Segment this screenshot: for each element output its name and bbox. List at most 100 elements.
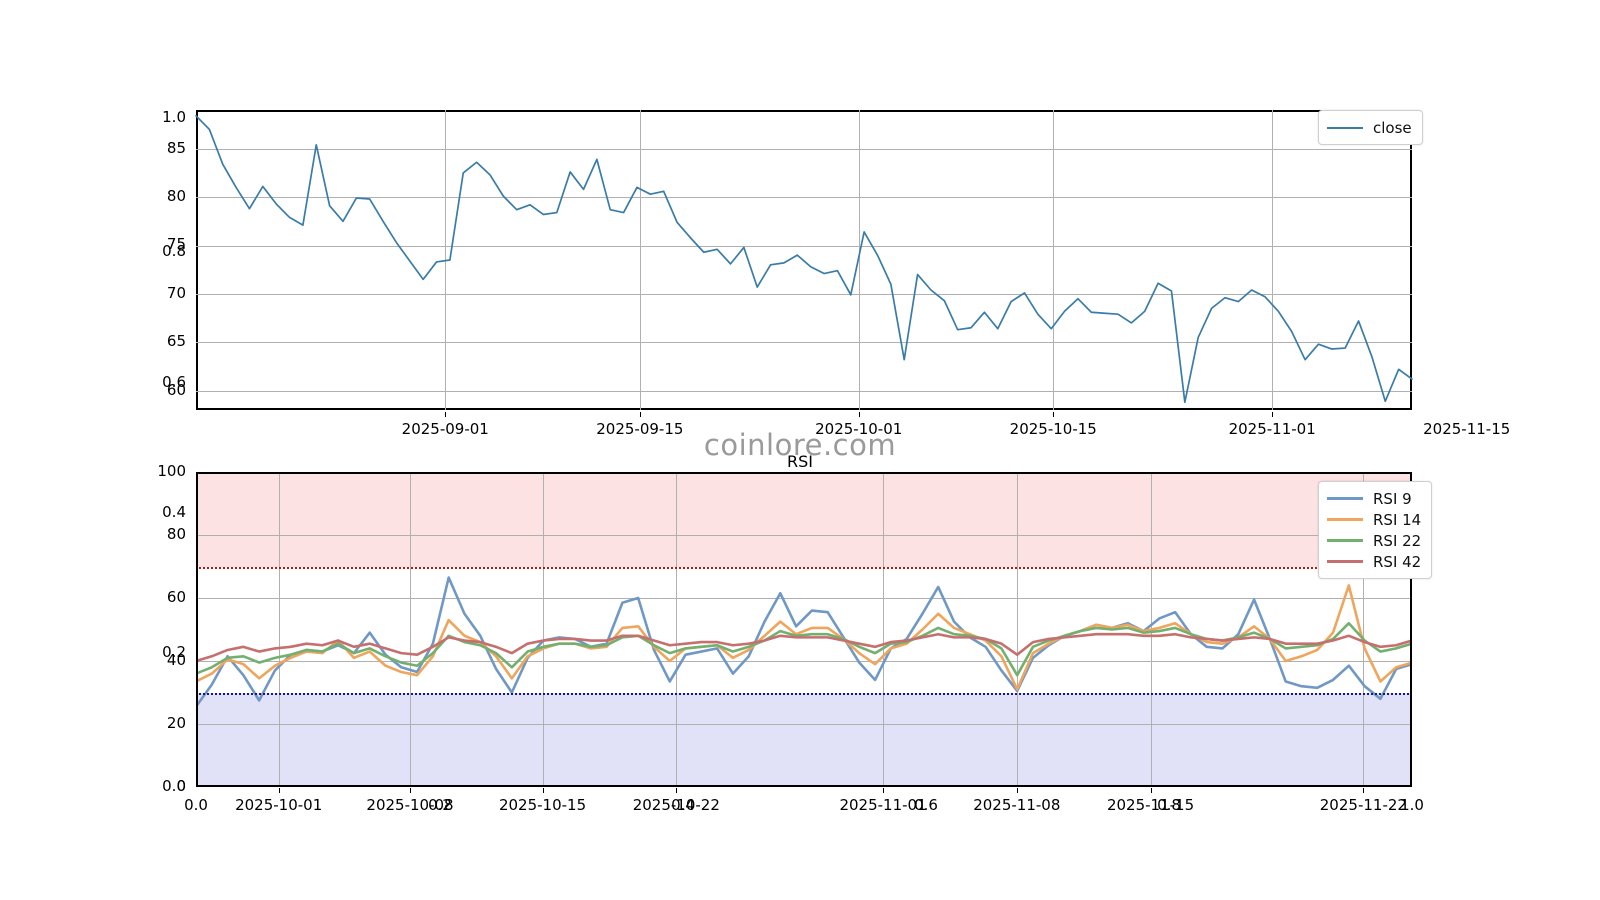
legend-swatch-1 [1327,497,1363,500]
rsi-y-tick: 100 [157,462,186,480]
price-gridline-h [196,342,1412,344]
rsi-y-tick: 80 [166,525,186,543]
price-y-overlay-tick: 0.8 [162,242,186,260]
oversold-threshold-line [196,692,1412,695]
rsi-x-overlay-tick: 0.2 [428,796,452,814]
rsi-y-overlay-tick: 0.4 [162,503,186,521]
legend-label: close [1373,118,1412,137]
price-y-tick: 85 [166,138,186,157]
rsi-x-overlay-tick: 0.8 [1157,796,1181,814]
legend-label: RSI 22 [1373,531,1422,550]
legend-swatch-1 [1327,126,1363,129]
rsi-x-tickmark [1150,788,1152,793]
price-x-tick: 2025-10-01 [815,420,903,438]
price-gridline-v [858,110,860,410]
rsi-y-tick: 0 [176,777,186,795]
price-y-overlay-tick: 0.6 [162,373,186,391]
price-y-tick: 75 [166,235,186,254]
legend-swatch-4 [1327,560,1363,563]
price-gridline-h [196,390,1412,392]
rsi-gridline-v [410,472,411,787]
legend-swatch-2 [1327,518,1363,521]
rsi-axis-left-spine [196,472,198,787]
rsi-x-overlay-tick: 0.4 [671,796,695,814]
rsi-gridline-v [542,472,544,787]
legend-entry: RSI 22 [1327,530,1421,551]
rsi-gridline-h [196,661,1412,662]
price-x-tickmark [445,412,447,417]
price-chart-panel [196,110,1412,410]
rsi-x-tick: 2025-10-01 [235,796,323,814]
price-legend: close [1318,110,1423,145]
rsi-x-tick: 2025-11-22 [1319,796,1407,814]
oversold-band [196,692,1412,787]
price-y-overlay-tick: 1.0 [162,108,186,126]
price-gridline-v [639,110,641,410]
price-axis-right-spine [1410,110,1412,410]
rsi-gridline-h [196,724,1412,725]
rsi-axis-bottom-spine [196,785,1412,787]
rsi-y-tick: 60 [166,588,186,606]
rsi-line-plot [196,472,1412,787]
price-x-tick: 2025-10-15 [1009,420,1097,438]
price-x-tickmark [639,412,641,417]
price-gridline-h [196,245,1412,247]
coinlore-watermark: coinlore.com [703,428,897,462]
rsi-x-overlay-tick: 0.0 [184,796,208,814]
overbought-threshold-line [196,566,1412,569]
rsi-x-tickmark [1016,788,1018,793]
rsi-panel-title: RSI [787,452,813,471]
rsi-x-tickmark [883,788,884,793]
price-y-tick: 60 [166,380,186,399]
rsi-x-tickmark [1363,788,1365,793]
rsi-x-tick: 2025-10-08 [366,796,454,814]
rsi-gridline-v [278,472,280,787]
rsi-x-overlay-tick: 0.6 [914,796,938,814]
rsi-y-overlay-tick: 0.2 [162,643,186,661]
rsi-gridline-h [196,535,1412,536]
price-line-plot [196,110,1412,410]
rsi-axis-top-spine [196,472,1412,474]
rsi-gridline-v [1363,472,1365,787]
rsi-gridline-v [1016,472,1018,787]
legend-label: RSI 9 [1373,489,1412,508]
rsi-gridline-v [676,472,678,787]
rsi-y-overlay-tick: 0.0 [162,777,186,795]
rsi-gridline-h [196,598,1412,599]
overbought-band [196,472,1412,567]
price-gridline-h [196,293,1412,295]
legend-entry: RSI 9 [1327,488,1421,509]
price-y-tick: 65 [166,332,186,351]
legend-entry: RSI 14 [1327,509,1421,530]
price-gridline-h [196,148,1412,150]
rsi-gridline-v [883,472,884,787]
rsi-axis-right-spine [1410,472,1412,787]
legend-swatch-3 [1327,539,1363,542]
price-x-tick: 2025-09-15 [596,420,684,438]
rsi-x-tick: 2025-11-01 [839,796,927,814]
rsi-x-tickmark [410,788,411,793]
rsi-x-tick: 2025-10-22 [632,796,720,814]
legend-entry: close [1327,117,1412,138]
price-x-tick: 2025-09-01 [401,420,489,438]
price-gridline-v [1272,110,1274,410]
rsi-y-tick: 20 [166,714,186,732]
rsi-x-tick: 2025-11-08 [973,796,1061,814]
legend-entry: RSI 42 [1327,551,1421,572]
price-gridline-v [1053,110,1055,410]
price-x-tick: 2025-11-01 [1228,420,1316,438]
price-x-tickmark [858,412,860,417]
rsi-x-tickmark [676,788,678,793]
rsi-x-overlay-tick: 1.0 [1400,796,1424,814]
price-gridline-h [196,197,1412,199]
rsi-y-tick: 40 [166,651,186,669]
price-x-tickmark [1053,412,1055,417]
rsi-legend: RSI 9 RSI 14 RSI 22 RSI 42 [1318,481,1433,579]
price-y-tick: 80 [166,187,186,206]
rsi-x-tickmark [542,788,544,793]
legend-label: RSI 14 [1373,510,1422,529]
price-axis-bottom-spine [196,408,1412,410]
price-axis-left-spine [196,110,198,410]
price-x-tick: 2025-11-15 [1423,420,1511,438]
